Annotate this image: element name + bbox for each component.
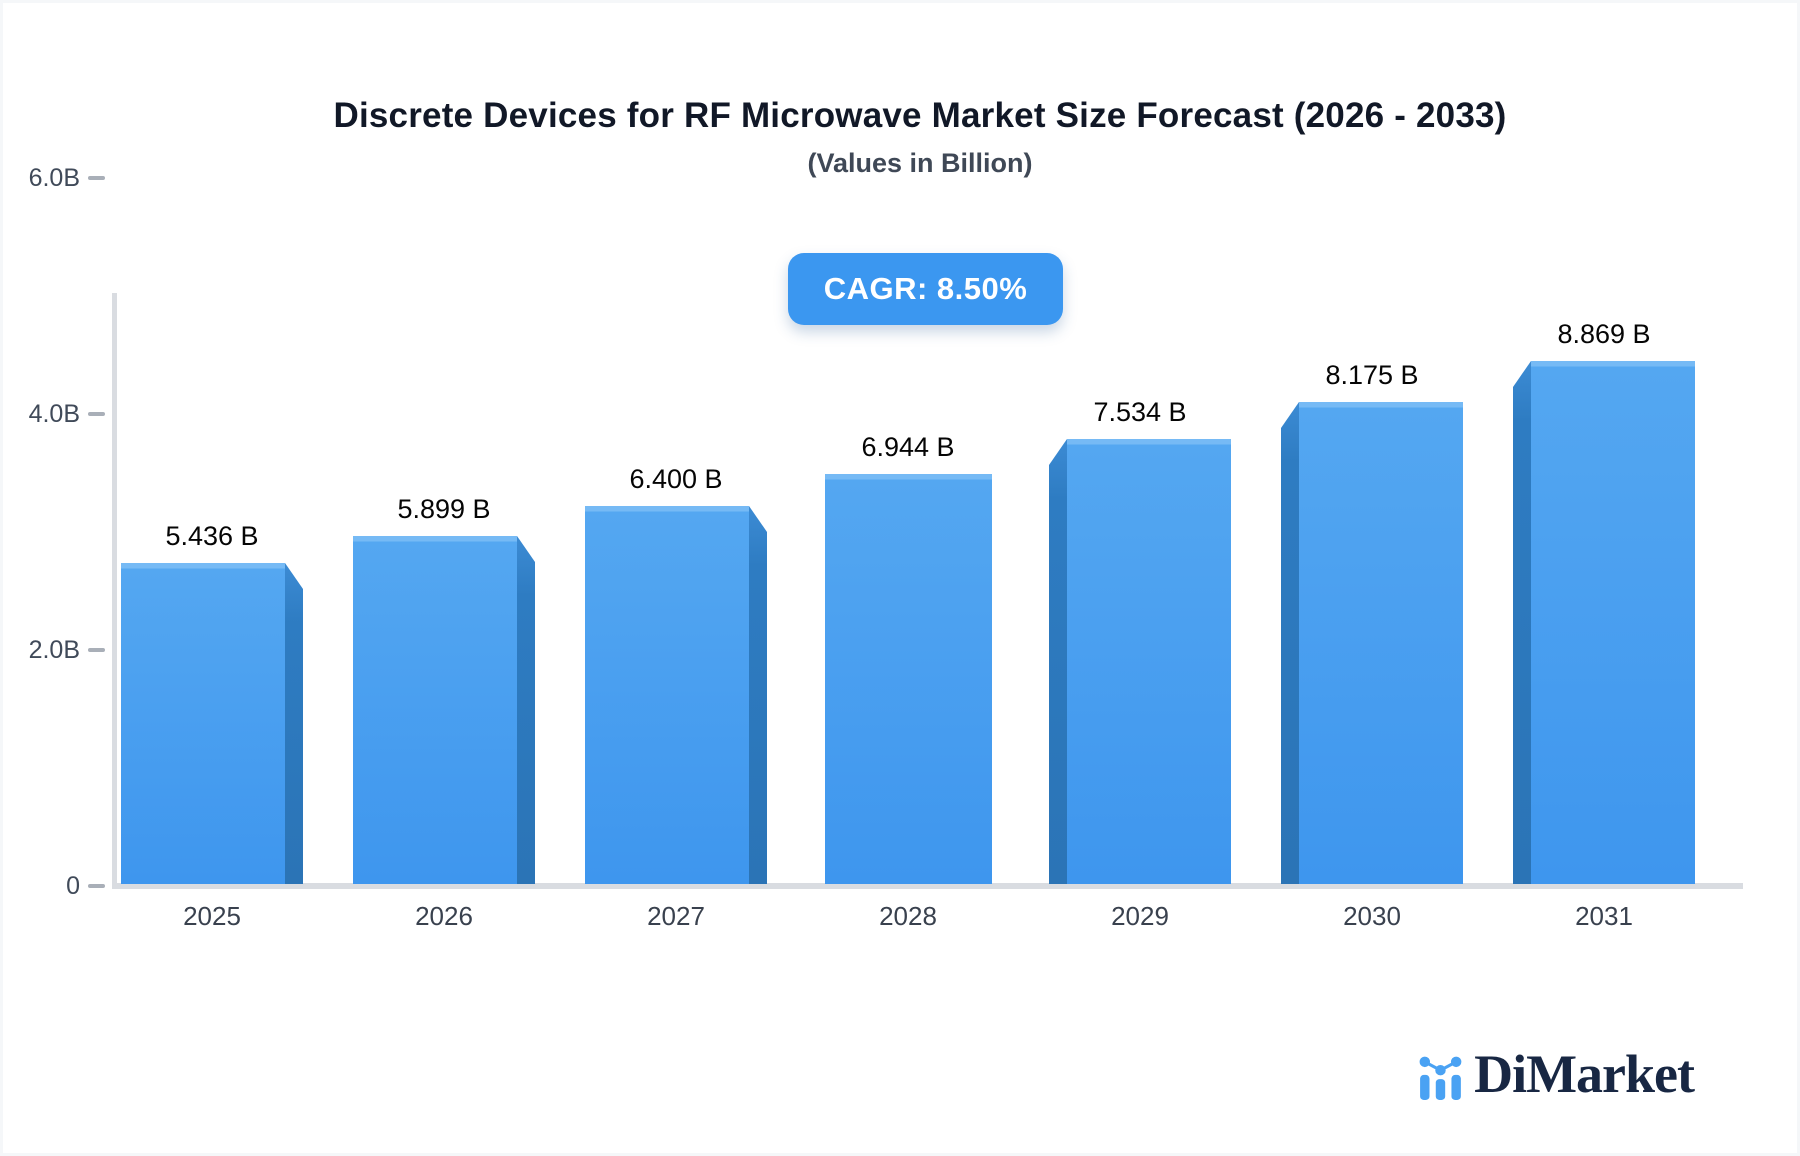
bar-value-label-2028: 6.944 B [861,432,955,462]
bar-2029: 7.534 B [1049,397,1231,884]
bar-3d-side [1513,361,1531,884]
chart-title: Discrete Devices for RF Microwave Market… [333,96,1507,135]
bar-value-label-2029: 7.534 B [1093,397,1187,427]
bar-face [353,536,517,884]
bar-3d-side [517,536,535,884]
bar-2026: 5.899 B [353,494,535,884]
x-axis-baseline [112,883,1743,889]
y-tick-label-6.0B: 6.0B [28,164,80,192]
x-tick-label-2025: 2025 [183,901,241,931]
x-tick-label-2028: 2028 [879,901,937,931]
bar-face [1067,439,1231,884]
bar-2027: 6.400 B [585,464,767,884]
bar-3d-side [285,563,303,884]
bar-2030: 8.175 B [1281,360,1463,884]
chart-subtitle: (Values in Billion) [807,148,1033,178]
cagr-badge: CAGR: 8.50% [788,253,1063,325]
bar-face [585,506,749,884]
cagr-badge-label: CAGR: 8.50% [823,271,1028,306]
x-tick-label-2030: 2030 [1343,901,1401,931]
bar-face [824,474,992,884]
bar-value-label-2026: 5.899 B [397,494,491,524]
bar-face [1531,361,1695,884]
y-tick-mark-4.0B [88,412,105,416]
bar-value-label-2027: 6.400 B [629,464,723,494]
y-tick-mark-2.0B [88,648,105,652]
y-tick-label-4.0B: 4.0B [28,400,80,428]
x-tick-label-2027: 2027 [647,901,705,931]
x-tick-label-2029: 2029 [1111,901,1169,931]
bar-2028: 6.944 B [824,432,992,884]
bar-3d-side [1049,439,1067,884]
x-tick-label-2031: 2031 [1575,901,1633,931]
bar-value-label-2031: 8.869 B [1557,319,1651,349]
bar-3d-side [1281,402,1299,884]
y-tick-mark-0 [88,884,105,888]
bar-2031: 8.869 B [1513,319,1695,884]
y-tick-label-0: 0 [66,872,80,900]
y-tick-mark-6.0B [88,176,105,180]
bar-3d-side [749,506,767,884]
mini-bar-line-chart-icon [1419,1056,1462,1100]
brand-logo: DiMarket [1418,1040,1695,1104]
bar-2025: 5.436 B [121,521,303,884]
brand-logo-text: DiMarket [1474,1044,1695,1104]
x-tick-label-2026: 2026 [415,901,473,931]
bar-value-label-2025: 5.436 B [165,521,259,551]
y-tick-label-2.0B: 2.0B [28,636,80,664]
y-axis-line [112,293,117,886]
bar-value-label-2030: 8.175 B [1325,360,1419,390]
bar-face [121,563,285,884]
bar-face [1299,402,1463,884]
